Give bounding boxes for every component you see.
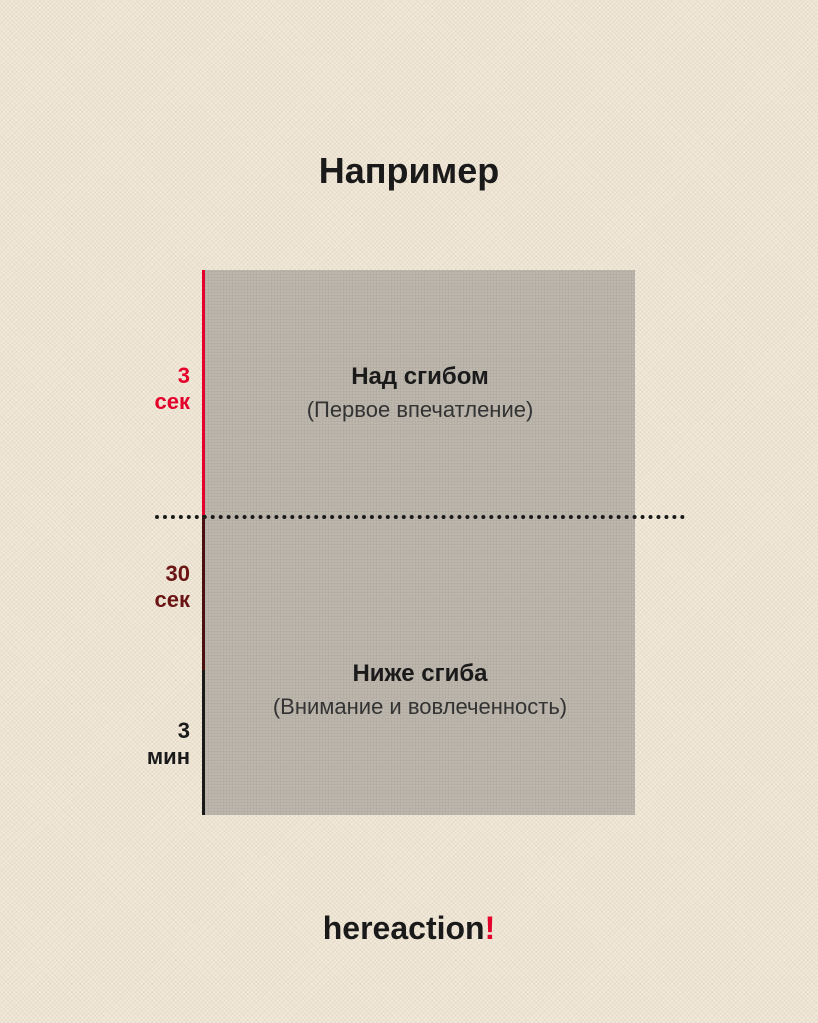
infographic-canvas: Например Над сгибом (Первое впечатление)… (0, 0, 818, 1023)
below-fold-region: Ниже сгиба (Внимание и вовлеченность) (205, 565, 635, 815)
time-label: 30сек (110, 561, 190, 614)
brand-text: hereaction (323, 910, 485, 946)
fold-divider (155, 515, 685, 519)
above-fold-subtitle: (Первое впечатление) (307, 397, 534, 423)
page-title: Например (0, 150, 818, 192)
brand-bang: ! (485, 910, 496, 946)
time-label: 3мин (110, 718, 190, 771)
below-fold-title: Ниже сгиба (352, 660, 487, 688)
time-label: 3сек (110, 363, 190, 416)
brand-footer: hereaction! (0, 910, 818, 947)
fold-diagram: Над сгибом (Первое впечатление) Ниже сги… (205, 270, 635, 815)
above-fold-region: Над сгибом (Первое впечатление) (205, 270, 635, 515)
above-fold-title: Над сгибом (351, 363, 489, 391)
below-fold-subtitle: (Внимание и вовлеченность) (273, 694, 567, 720)
